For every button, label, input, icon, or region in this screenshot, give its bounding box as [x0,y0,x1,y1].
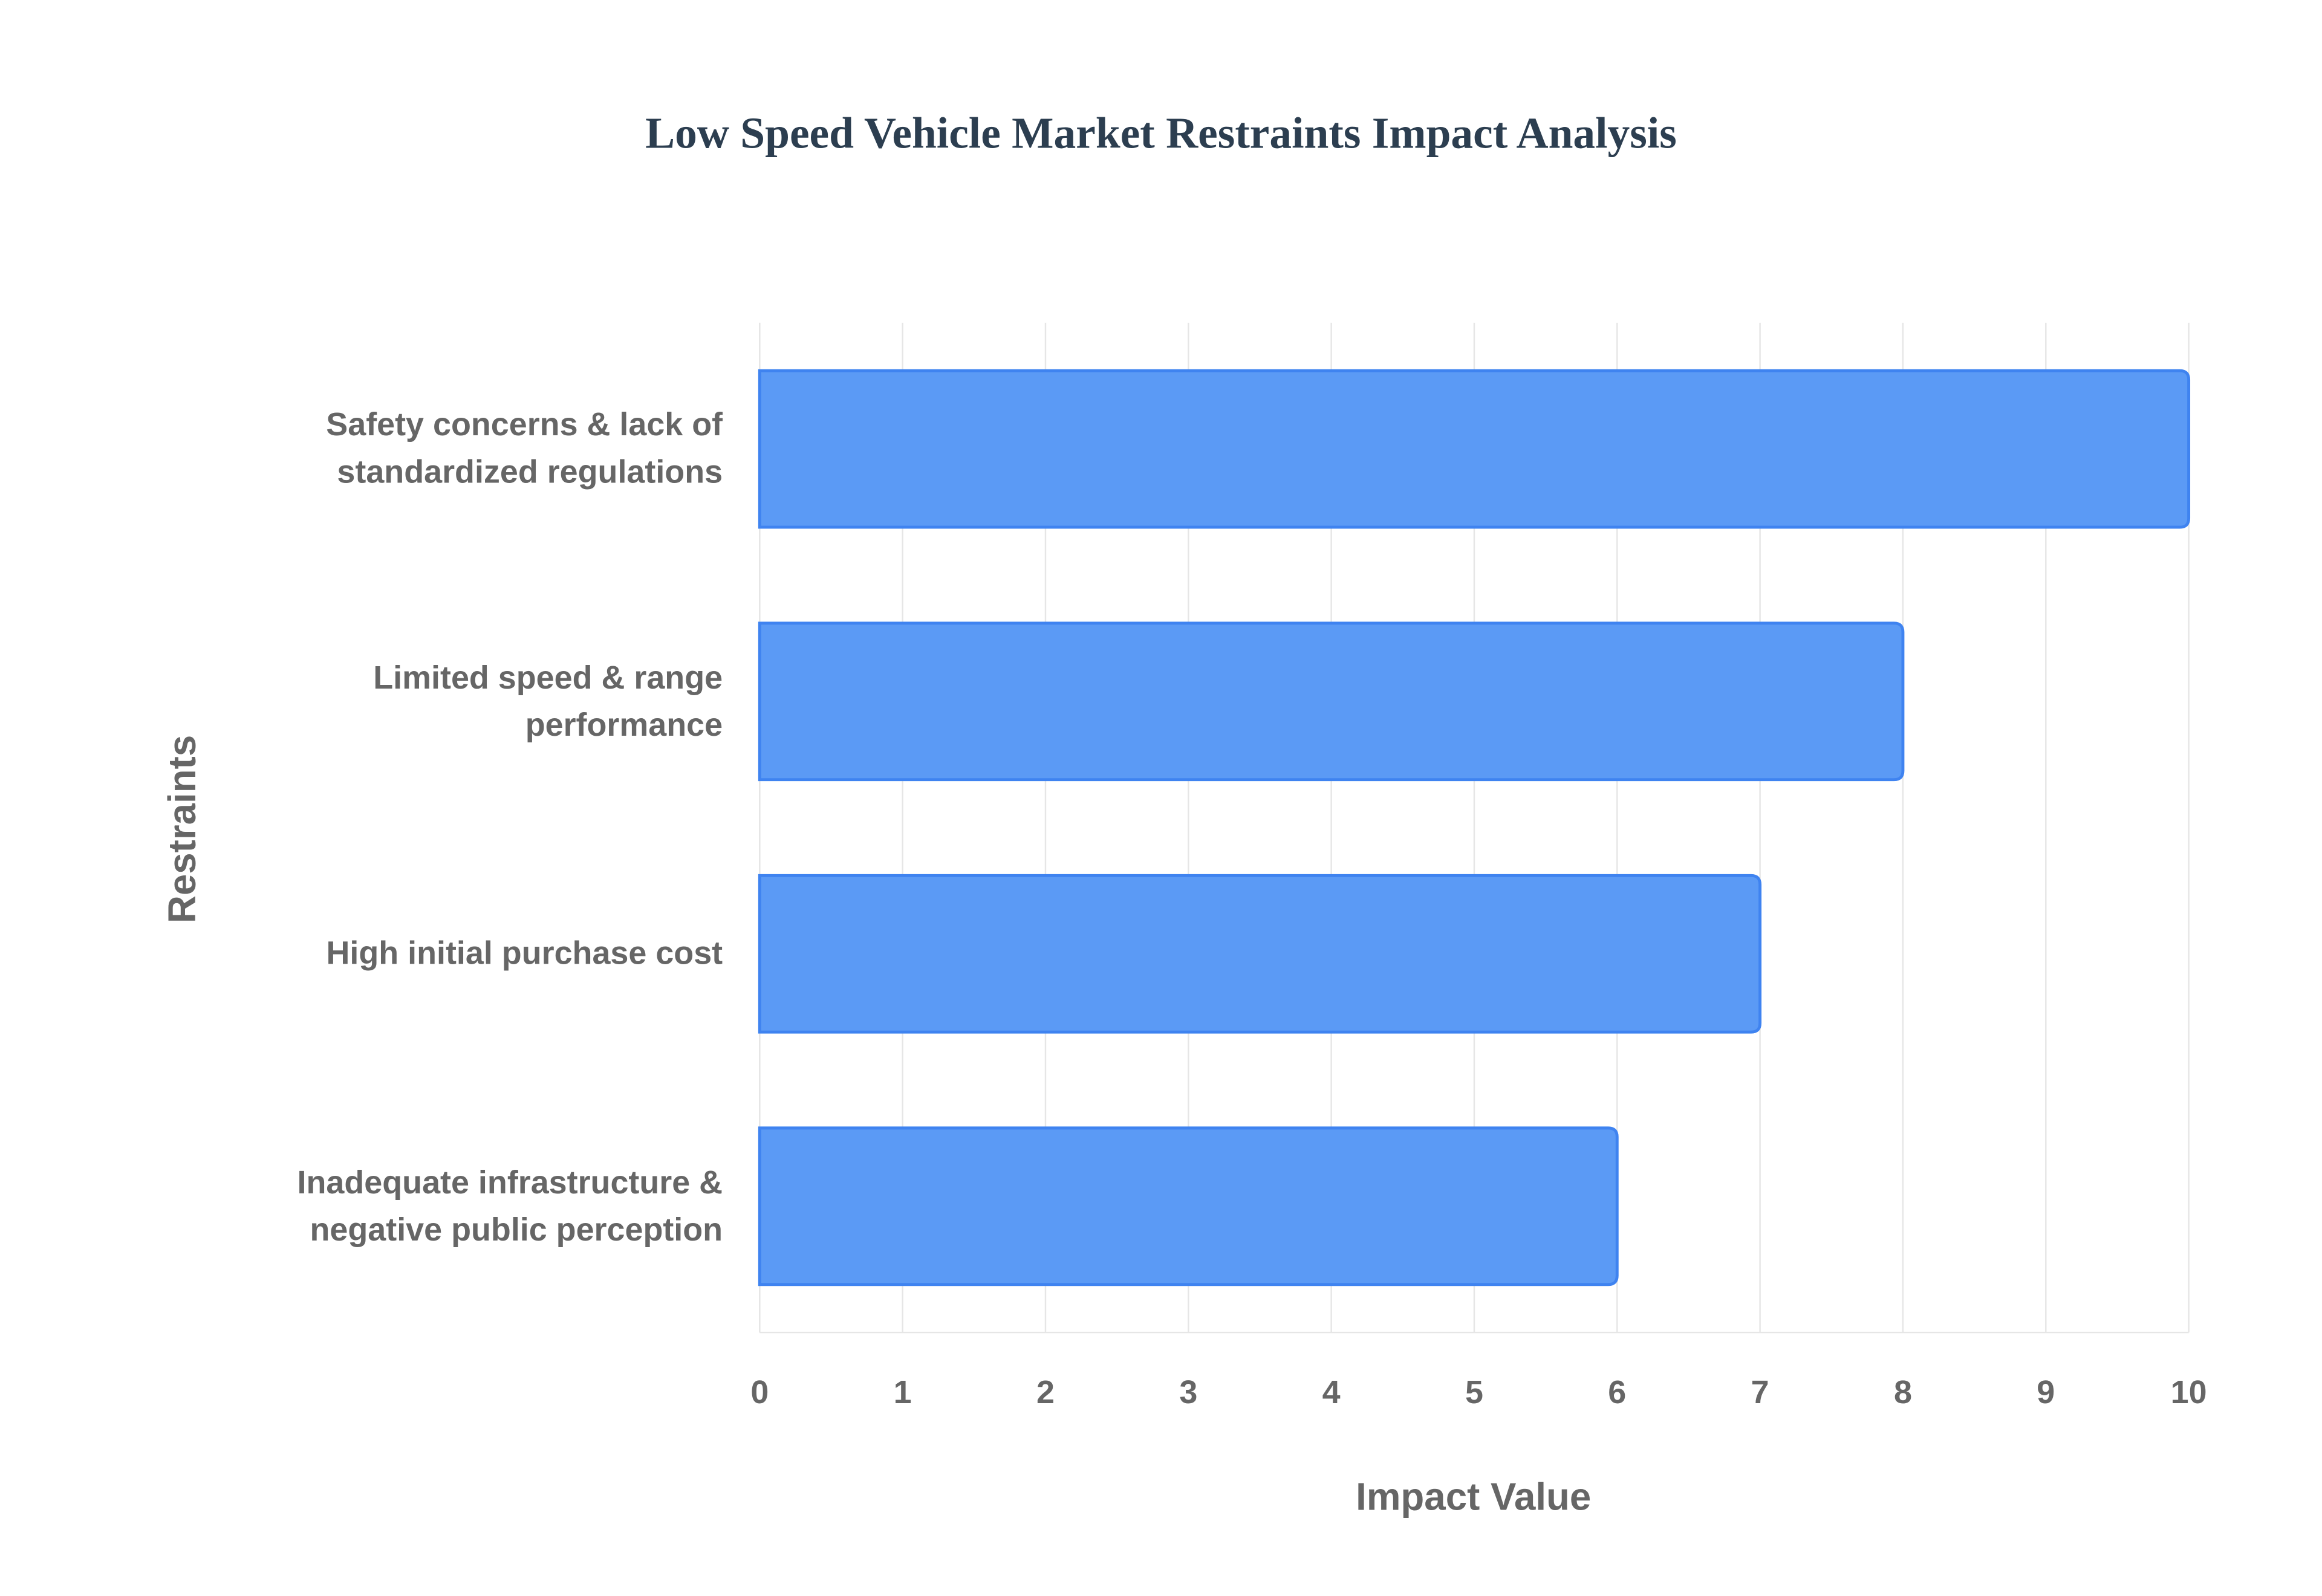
x-axis-title: Impact Value [1356,1476,1591,1519]
y-tick-label-text: Inadequate infrastructure & negative pub… [297,1163,723,1248]
y-tick-label-box: Safety concerns & lack of standardized r… [222,375,723,523]
x-tick-label: 0 [750,1374,769,1410]
bar [758,874,1762,1034]
y-tick-label-text: High initial purchase cost [326,934,723,972]
y-tick-label-box: High initial purchase cost [222,880,723,1028]
x-tick-label: 3 [1179,1374,1197,1410]
x-tick-label: 9 [2037,1374,2055,1410]
y-tick-label-text: Safety concerns & lack of standardized r… [326,406,723,491]
x-tick-label: 1 [894,1374,912,1410]
x-tick-label: 7 [1751,1374,1769,1410]
bar [758,369,2191,529]
y-tick-label: High initial purchase cost [222,880,723,1028]
y-tick-label-box: Inadequate infrastructure & negative pub… [222,1132,723,1280]
bar [758,621,1905,782]
x-tick-label: 5 [1465,1374,1483,1410]
y-tick-label: Inadequate infrastructure & negative pub… [222,1132,723,1280]
y-axis-title: Restraints [161,735,204,923]
x-tick-label: 2 [1036,1374,1055,1410]
y-tick-label-box: Limited speed & range performance [222,628,723,776]
bar [758,1126,1619,1286]
x-tick-label: 8 [1894,1374,1912,1410]
x-tick-label: 10 [2171,1374,2207,1410]
y-tick-label: Limited speed & range performance [222,628,723,776]
x-tick-label: 6 [1608,1374,1626,1410]
x-tick-label: 4 [1322,1374,1341,1410]
chart-title: Low Speed Vehicle Market Restraints Impa… [645,109,1677,158]
y-tick-label: Safety concerns & lack of standardized r… [222,375,723,523]
y-tick-label-text: Limited speed & range performance [373,658,723,743]
